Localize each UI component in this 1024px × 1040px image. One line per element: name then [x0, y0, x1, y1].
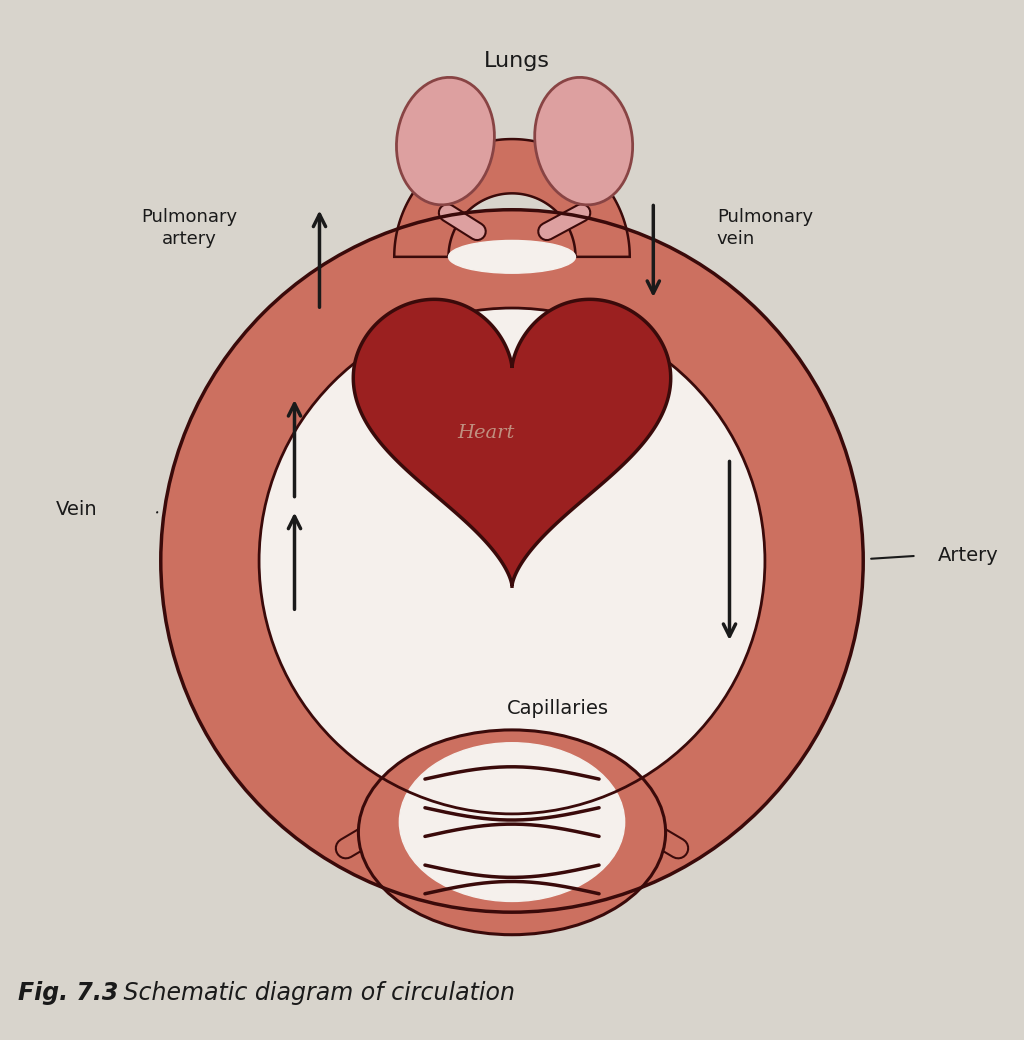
- Text: Schematic diagram of circulation: Schematic diagram of circulation: [116, 981, 515, 1005]
- Text: Pulmonary
vein: Pulmonary vein: [717, 208, 813, 249]
- Circle shape: [259, 308, 765, 814]
- Ellipse shape: [358, 730, 666, 935]
- Ellipse shape: [399, 743, 625, 902]
- Text: Artery: Artery: [938, 546, 998, 566]
- Polygon shape: [394, 139, 630, 257]
- Circle shape: [259, 308, 765, 814]
- Text: Vein: Vein: [56, 500, 98, 519]
- Ellipse shape: [396, 77, 495, 205]
- Ellipse shape: [449, 240, 575, 274]
- Text: Pulmonary
artery: Pulmonary artery: [141, 208, 238, 249]
- Polygon shape: [353, 300, 671, 587]
- Text: Heart: Heart: [458, 424, 515, 442]
- Circle shape: [161, 210, 863, 912]
- Ellipse shape: [394, 231, 630, 283]
- Text: Capillaries: Capillaries: [507, 699, 609, 718]
- Ellipse shape: [535, 77, 633, 205]
- Text: Lungs: Lungs: [484, 51, 550, 72]
- Text: Fig. 7.3: Fig. 7.3: [18, 981, 119, 1005]
